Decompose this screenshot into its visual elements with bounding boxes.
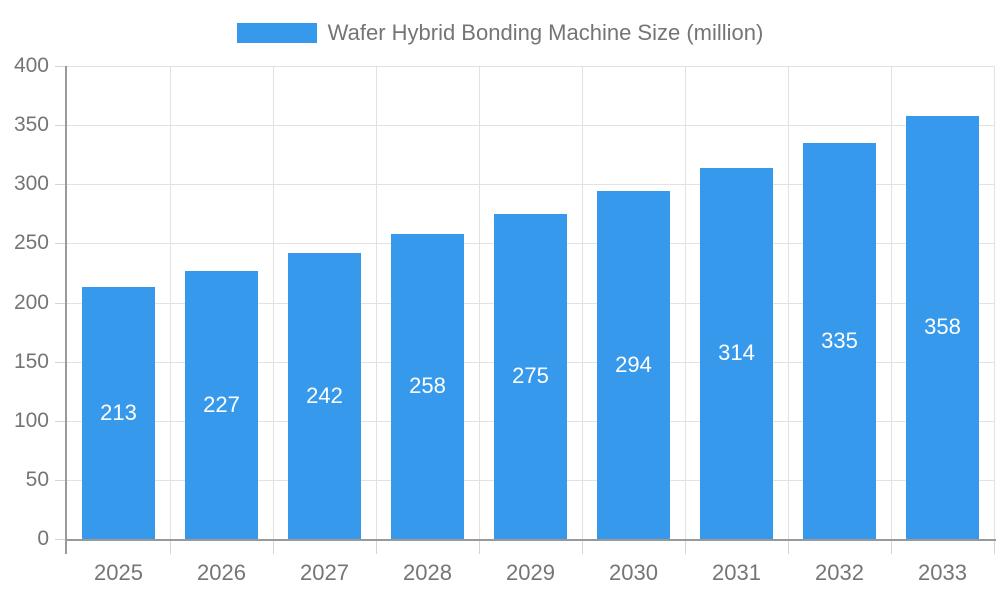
y-axis-tick (55, 303, 67, 304)
legend-swatch (236, 23, 317, 43)
x-axis-tick (582, 539, 583, 554)
legend-series-label: Wafer Hybrid Bonding Machine Size (milli… (327, 20, 764, 45)
y-axis-tick (55, 184, 67, 185)
bar-value-label: 242 (306, 383, 343, 408)
bar-2025[interactable] (82, 287, 155, 539)
x-axis-label: 2028 (403, 560, 452, 585)
x-axis-label: 2025 (94, 560, 143, 585)
x-axis-tick (994, 539, 995, 554)
y-axis-line (65, 66, 67, 554)
x-axis-tick (273, 539, 274, 554)
bar-value-label: 258 (409, 373, 446, 398)
y-axis-label: 300 (13, 172, 49, 195)
x-axis-label: 2026 (197, 560, 246, 585)
gridline-vertical (376, 66, 377, 539)
y-axis-label: 350 (13, 113, 49, 136)
x-axis-label: 2033 (918, 560, 967, 585)
y-axis-label: 150 (13, 350, 49, 373)
y-axis-label: 200 (13, 291, 49, 314)
y-axis-label: 250 (13, 231, 49, 254)
x-axis-label: 2032 (815, 560, 864, 585)
bar-2026[interactable] (185, 271, 258, 539)
y-axis-label: 0 (37, 527, 49, 550)
y-axis-tick (55, 421, 67, 422)
gridline-vertical (788, 66, 789, 539)
gridline-vertical (994, 66, 995, 539)
chart-legend[interactable]: Wafer Hybrid Bonding Machine Size (milli… (0, 20, 1000, 46)
gridline-vertical (273, 66, 274, 539)
bar-2031[interactable] (700, 168, 773, 539)
y-axis-tick (55, 66, 67, 67)
y-axis-tick (55, 125, 67, 126)
x-axis-tick (376, 539, 377, 554)
bar-value-label: 358 (924, 314, 961, 339)
bar-value-label: 213 (100, 400, 137, 425)
gridline-vertical (685, 66, 686, 539)
x-axis-label: 2027 (300, 560, 349, 585)
bar-value-label: 314 (718, 340, 755, 365)
gridline-horizontal (67, 66, 994, 67)
y-axis-tick (55, 362, 67, 363)
gridline-horizontal (67, 184, 994, 185)
x-axis-tick (788, 539, 789, 554)
bar-2029[interactable] (494, 214, 567, 539)
gridline-vertical (582, 66, 583, 539)
y-axis-label: 100 (13, 409, 49, 432)
bar-value-label: 294 (615, 352, 652, 377)
x-axis-tick (170, 539, 171, 554)
y-axis-tick (55, 480, 67, 481)
y-axis-tick (55, 539, 67, 540)
bar-2033[interactable] (906, 116, 979, 539)
bar-value-label: 227 (203, 392, 240, 417)
bar-value-label: 275 (512, 363, 549, 388)
x-axis-tick (685, 539, 686, 554)
bar-2032[interactable] (803, 143, 876, 539)
x-axis-line (65, 539, 996, 541)
gridline-vertical (891, 66, 892, 539)
bar-value-label: 335 (821, 328, 858, 353)
bar-2027[interactable] (288, 253, 361, 539)
bar-2028[interactable] (391, 234, 464, 539)
gridline-vertical (170, 66, 171, 539)
x-axis-label: 2030 (609, 560, 658, 585)
y-axis-tick (55, 243, 67, 244)
gridline-vertical (479, 66, 480, 539)
x-axis-label: 2029 (506, 560, 555, 585)
x-axis-tick (479, 539, 480, 554)
x-axis-label: 2031 (712, 560, 761, 585)
y-axis-label: 50 (25, 468, 49, 491)
gridline-horizontal (67, 125, 994, 126)
bar-2030[interactable] (597, 191, 670, 539)
y-axis-label: 400 (13, 54, 49, 77)
x-axis-tick (891, 539, 892, 554)
